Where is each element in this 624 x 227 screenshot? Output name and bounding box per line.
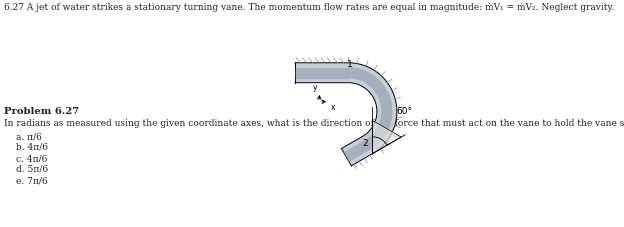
Text: Problem 6.27: Problem 6.27 <box>4 107 79 116</box>
Text: c. 4π/6: c. 4π/6 <box>16 154 47 163</box>
Text: 2: 2 <box>363 139 368 148</box>
Text: d. 5π/6: d. 5π/6 <box>16 165 48 174</box>
Polygon shape <box>295 63 397 166</box>
Text: y: y <box>313 83 318 91</box>
Text: 1: 1 <box>346 60 353 69</box>
Text: e. 7π/6: e. 7π/6 <box>16 176 47 185</box>
Text: 6.27 A jet of water strikes a stationary turning vane. The momentum flow rates a: 6.27 A jet of water strikes a stationary… <box>4 3 614 12</box>
Text: b. 4π/6: b. 4π/6 <box>16 143 48 152</box>
Text: In radians as measured using the given coordinate axes, what is the direction of: In radians as measured using the given c… <box>4 119 624 128</box>
Text: x: x <box>331 103 335 112</box>
Text: 60°: 60° <box>397 107 413 116</box>
Text: a. π/6: a. π/6 <box>16 132 42 141</box>
Polygon shape <box>373 121 401 154</box>
